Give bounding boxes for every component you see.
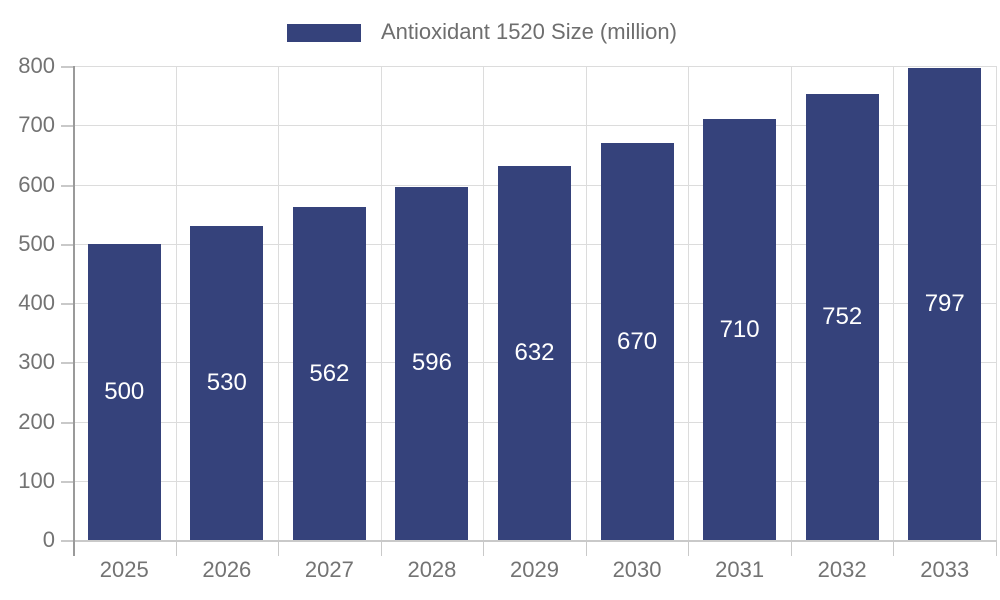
legend-swatch bbox=[287, 24, 361, 42]
v-gridline bbox=[996, 66, 997, 540]
y-tick-label: 100 bbox=[18, 467, 55, 493]
x-tick-label: 2026 bbox=[202, 557, 252, 582]
bar bbox=[87, 243, 161, 540]
x-tick bbox=[278, 540, 280, 556]
x-tick-label: 2033 bbox=[920, 557, 970, 582]
y-tick bbox=[61, 303, 73, 305]
x-tick bbox=[585, 540, 587, 556]
y-tick-label: 800 bbox=[18, 53, 55, 78]
x-tick-label: 2025 bbox=[99, 557, 149, 582]
y-tick bbox=[61, 184, 73, 187]
v-gridline bbox=[585, 66, 587, 540]
v-gridline bbox=[278, 66, 280, 540]
bar bbox=[805, 94, 879, 540]
bar-value-label: 530 bbox=[206, 368, 247, 396]
y-tick-label: 600 bbox=[18, 171, 55, 197]
bar-value-label: 670 bbox=[617, 327, 658, 355]
x-tick-label: 2029 bbox=[510, 557, 559, 582]
h-gridline bbox=[73, 66, 996, 67]
x-tick bbox=[380, 540, 382, 556]
bar bbox=[703, 119, 777, 540]
x-tick bbox=[688, 540, 690, 556]
y-tick-label: 500 bbox=[18, 230, 55, 256]
y-tick bbox=[61, 421, 73, 424]
y-tick-label: 700 bbox=[18, 112, 55, 138]
v-gridline bbox=[380, 66, 382, 540]
y-tick-label: 300 bbox=[18, 349, 55, 375]
bar-value-label: 752 bbox=[822, 303, 863, 331]
x-tick bbox=[893, 540, 895, 556]
x-tick bbox=[175, 540, 177, 556]
x-tick bbox=[483, 540, 485, 556]
v-gridline bbox=[893, 66, 895, 540]
y-tick bbox=[61, 480, 73, 483]
v-gridline bbox=[483, 66, 485, 540]
x-axis-line bbox=[61, 540, 996, 542]
bar-value-label: 562 bbox=[309, 359, 350, 387]
y-tick bbox=[61, 243, 73, 246]
bar bbox=[908, 67, 982, 540]
bar-value-label: 596 bbox=[411, 349, 452, 377]
x-tick-label: 2032 bbox=[817, 557, 867, 582]
y-tick bbox=[61, 125, 73, 128]
bar bbox=[292, 207, 366, 540]
bar-value-label: 797 bbox=[924, 289, 965, 317]
bar-value-label: 632 bbox=[514, 338, 555, 366]
bar-value-label: 500 bbox=[104, 377, 145, 405]
h-gridline bbox=[73, 125, 996, 127]
y-tick-label: 0 bbox=[42, 527, 55, 552]
v-gridline bbox=[790, 66, 792, 540]
v-gridline bbox=[175, 66, 177, 540]
legend-label: Antioxidant 1520 Size (million) bbox=[381, 19, 677, 44]
y-tick bbox=[61, 66, 73, 68]
y-tick bbox=[61, 362, 73, 365]
bar bbox=[498, 165, 571, 540]
y-tick-label: 200 bbox=[18, 408, 55, 434]
bar bbox=[395, 186, 469, 540]
y-axis-line bbox=[73, 66, 75, 556]
x-tick bbox=[996, 540, 997, 556]
x-tick-label: 2028 bbox=[407, 557, 457, 582]
x-tick-label: 2031 bbox=[715, 557, 765, 582]
bar-value-label: 710 bbox=[719, 315, 760, 343]
bar bbox=[190, 225, 264, 540]
x-tick bbox=[790, 540, 792, 556]
bar bbox=[600, 143, 674, 540]
v-gridline bbox=[688, 66, 690, 540]
y-tick-label: 400 bbox=[18, 290, 55, 315]
x-tick-label: 2027 bbox=[304, 557, 354, 582]
x-tick-label: 2030 bbox=[612, 557, 662, 582]
